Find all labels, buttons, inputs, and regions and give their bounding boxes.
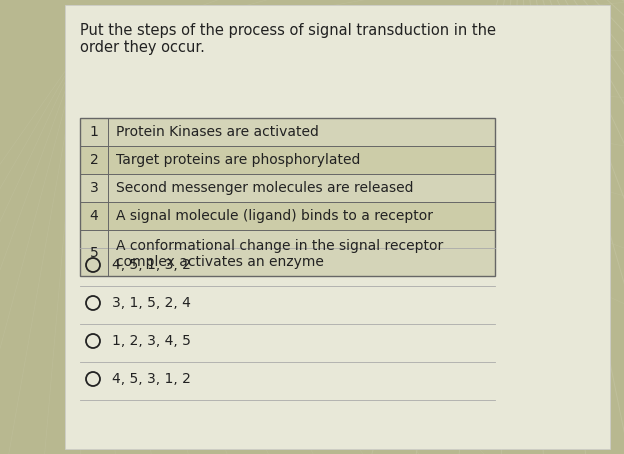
Text: 4, 5, 3, 1, 2: 4, 5, 3, 1, 2 [112,372,191,386]
Bar [80,230,495,276]
Text: order they occur.: order they occur. [80,40,205,55]
Text: Put the steps of the process of signal transduction in the: Put the steps of the process of signal t… [80,23,496,38]
Text: 4: 4 [90,209,99,223]
Bar [80,202,495,230]
Text: A conformational change in the signal receptor: A conformational change in the signal re… [116,239,443,253]
Text: Protein Kinases are activated: Protein Kinases are activated [116,125,319,139]
Text: 4, 5, 1, 3, 2: 4, 5, 1, 3, 2 [112,258,191,272]
Bar [80,174,495,202]
Text: 1, 2, 3, 4, 5: 1, 2, 3, 4, 5 [112,334,191,348]
Text: 5: 5 [90,246,99,260]
Text: 1: 1 [90,125,99,139]
Text: 3, 1, 5, 2, 4: 3, 1, 5, 2, 4 [112,296,191,310]
Bar [80,146,495,174]
Text: complex activates an enzyme: complex activates an enzyme [116,255,324,269]
Text: Second messenger molecules are released: Second messenger molecules are released [116,181,414,195]
Text: A signal molecule (ligand) binds to a receptor: A signal molecule (ligand) binds to a re… [116,209,433,223]
Bar [80,118,495,276]
Bar [65,5,610,449]
Text: 3: 3 [90,181,99,195]
Text: 2: 2 [90,153,99,167]
Text: Target proteins are phosphorylated: Target proteins are phosphorylated [116,153,361,167]
Bar [80,118,495,146]
